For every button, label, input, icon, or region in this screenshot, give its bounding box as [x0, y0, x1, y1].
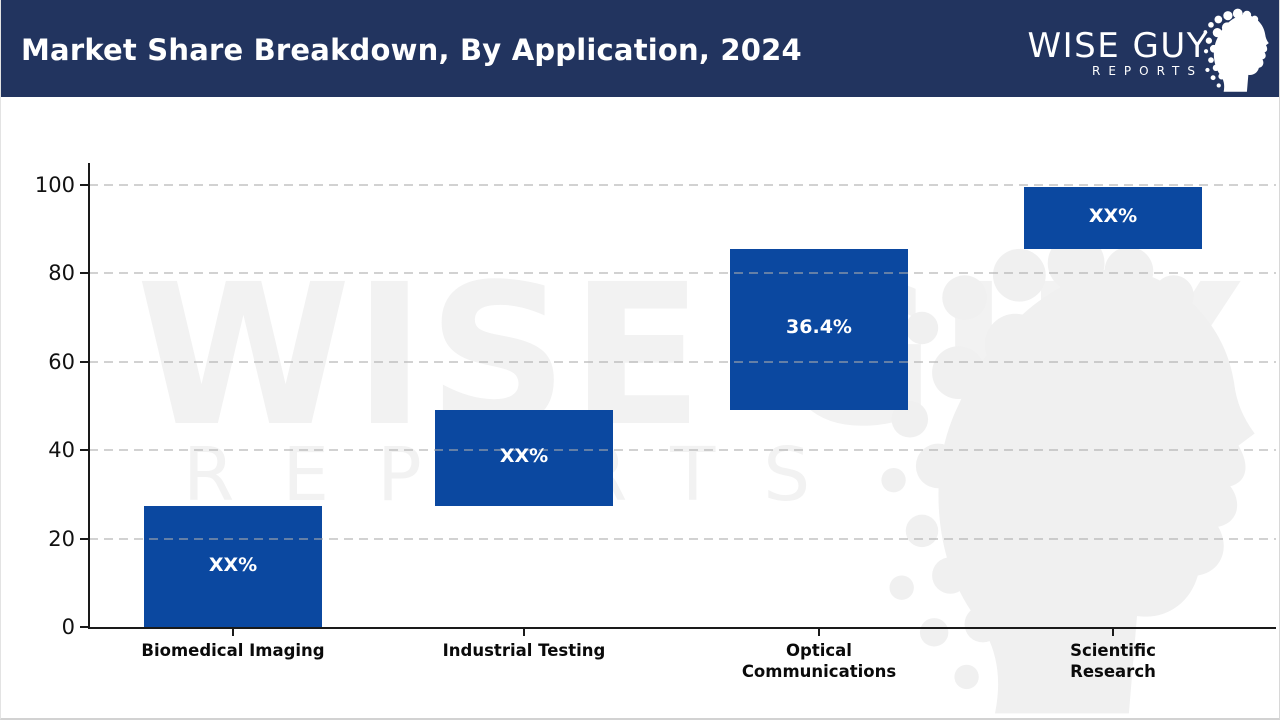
y-axis-tick-mark: [80, 626, 88, 628]
x-axis-tick-mark: [818, 629, 820, 636]
gridline: [89, 449, 1276, 452]
brand-wordmark: WISE GUY: [1027, 26, 1209, 66]
x-axis-category-label: Industrial Testing: [442, 641, 606, 660]
gridline: [89, 360, 1276, 363]
bar-value-label: XX%: [499, 444, 549, 467]
chart-bar: [1024, 186, 1202, 249]
y-axis-tick-label: 0: [61, 615, 75, 639]
x-axis-tick-mark: [523, 629, 525, 636]
x-axis-tick-mark: [1112, 629, 1114, 636]
x-axis-category-label: Scientific Research: [1070, 641, 1156, 681]
bar-value-label: 36.4%: [786, 316, 852, 339]
y-axis-tick-label: 60: [48, 349, 75, 374]
gridline: [89, 537, 1276, 540]
x-axis-category-label: Biomedical Imaging: [141, 641, 325, 660]
y-axis-tick-label: 80: [48, 261, 75, 286]
bar-value-label: XX%: [1088, 204, 1138, 227]
brand-reports-label: REPORTS: [1091, 64, 1203, 78]
y-axis-tick-label: 20: [48, 526, 75, 551]
wiseguy-face-logo-icon: [1203, 8, 1269, 92]
header: Market Share Breakdown, By Application, …: [1, 0, 1279, 97]
gridline: [89, 272, 1276, 275]
x-axis-spine: [88, 627, 1276, 629]
x-axis-category-label: Optical Communications: [741, 641, 897, 681]
y-axis-tick-label: 100: [34, 173, 75, 197]
y-axis-tick-mark: [80, 272, 88, 275]
y-axis-tick-mark: [80, 184, 88, 186]
gridline: [89, 184, 1276, 186]
y-axis-tick-mark: [80, 449, 88, 452]
bar-value-label: XX%: [208, 553, 258, 576]
y-axis-tick-mark: [80, 537, 88, 540]
chart-bar: [435, 409, 613, 507]
y-axis-spine: [88, 163, 90, 629]
chart-bar: [730, 248, 908, 410]
brand-logo: WISE GUY REPORTS: [1019, 0, 1279, 97]
y-axis-tick-label: 40: [48, 438, 75, 463]
chart-bar: [144, 506, 322, 627]
page-title: Market Share Breakdown, By Application, …: [21, 33, 802, 67]
y-axis-tick-mark: [80, 360, 88, 363]
x-axis-tick-mark: [232, 629, 234, 636]
